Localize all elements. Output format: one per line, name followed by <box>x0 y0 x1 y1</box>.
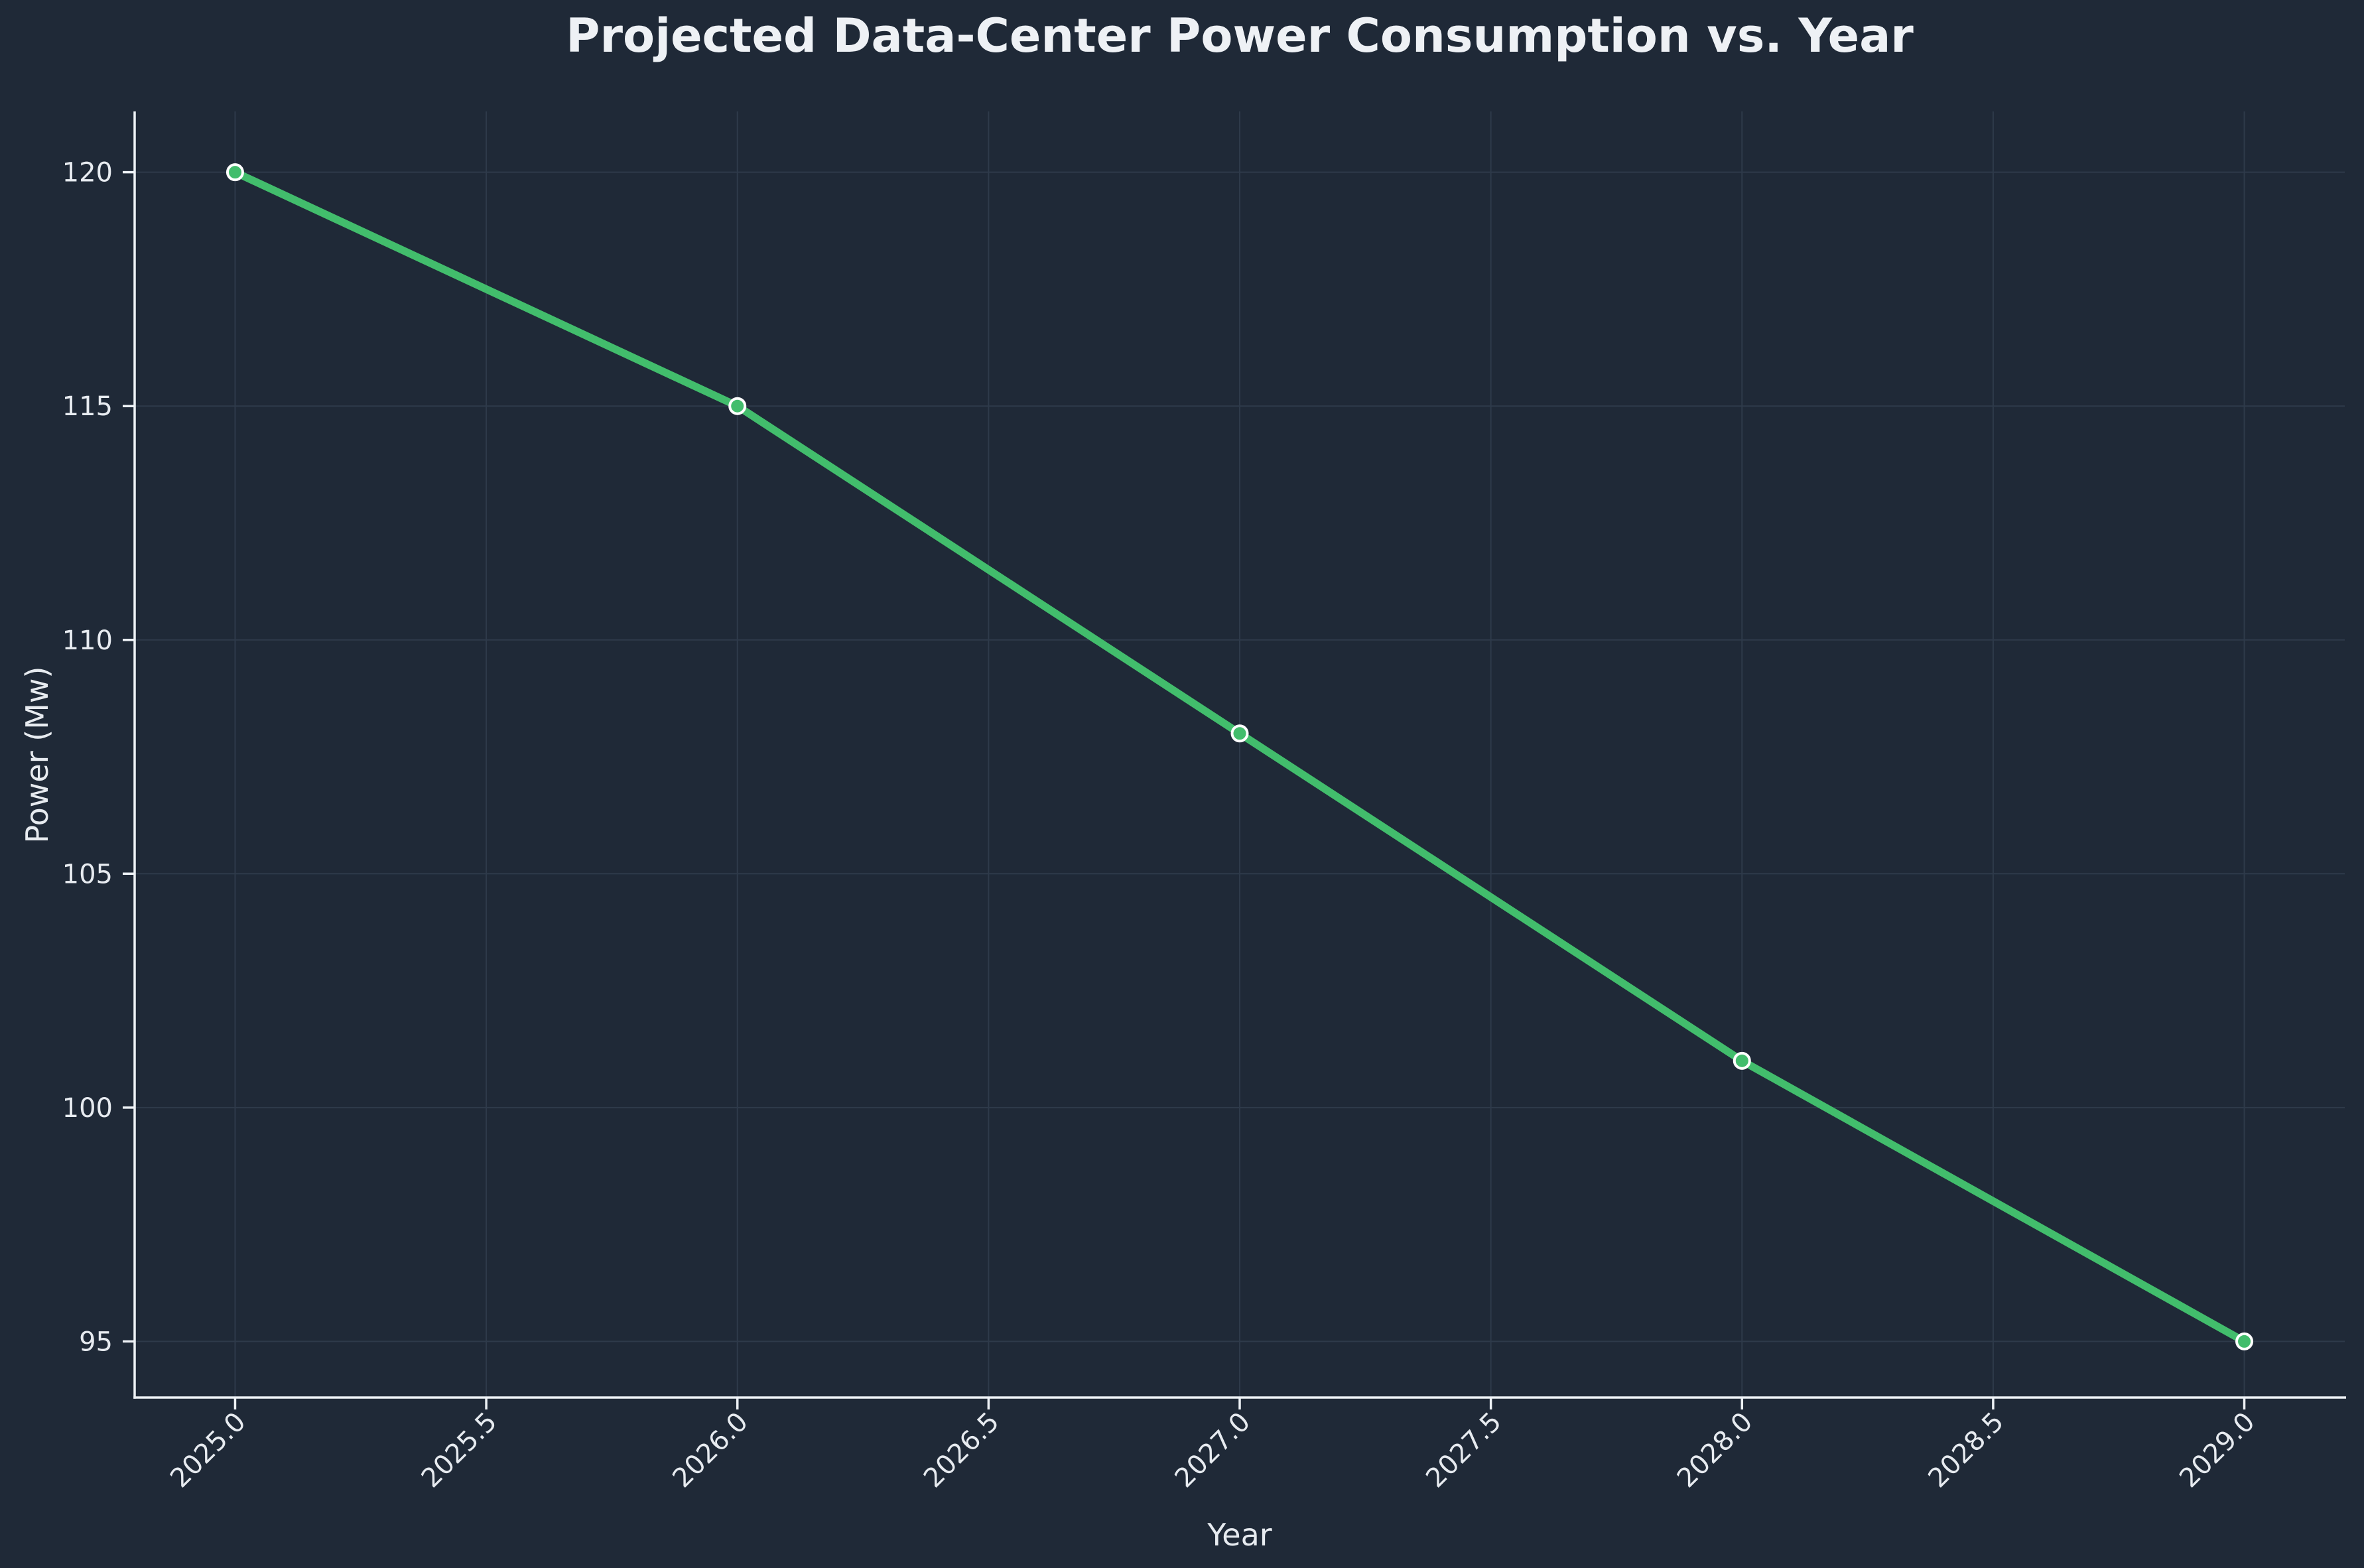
chart-title: Projected Data-Center Power Consumption … <box>566 9 1914 63</box>
x-tick-label: 2028.0 <box>1672 1407 1758 1494</box>
x-tick-label: 2025.5 <box>416 1407 503 1494</box>
x-tick-label: 2025.0 <box>164 1407 251 1494</box>
plot-area: 95 100 105 110 115 120 2025.0 2025.5 2026.0 2026.… <box>62 111 2346 1494</box>
x-tick-label: 2026.0 <box>667 1407 754 1494</box>
y-axis-label: Power (Mw) <box>19 667 55 844</box>
data-point-marker <box>1230 724 1249 743</box>
y-tick-label: 115 <box>62 391 113 422</box>
x-tick-label: 2027.0 <box>1169 1407 1256 1494</box>
x-tick-label: 2029.0 <box>2174 1407 2261 1494</box>
x-axis-label: Year <box>1207 1517 1272 1553</box>
x-tick-label: 2026.5 <box>918 1407 1005 1494</box>
y-tick-label: 95 <box>79 1327 113 1357</box>
x-tick-label: 2028.5 <box>1922 1407 2009 1494</box>
x-tick-label: 2027.5 <box>1420 1407 1507 1494</box>
data-point-marker <box>728 397 747 415</box>
data-point-marker <box>226 163 244 182</box>
y-tick-label: 120 <box>62 158 113 188</box>
y-tick-label: 105 <box>62 859 113 889</box>
data-point-marker <box>2235 1332 2254 1350</box>
y-tick-label: 100 <box>62 1093 113 1124</box>
y-tick-label: 110 <box>62 625 113 656</box>
data-point-marker <box>1733 1051 1751 1070</box>
